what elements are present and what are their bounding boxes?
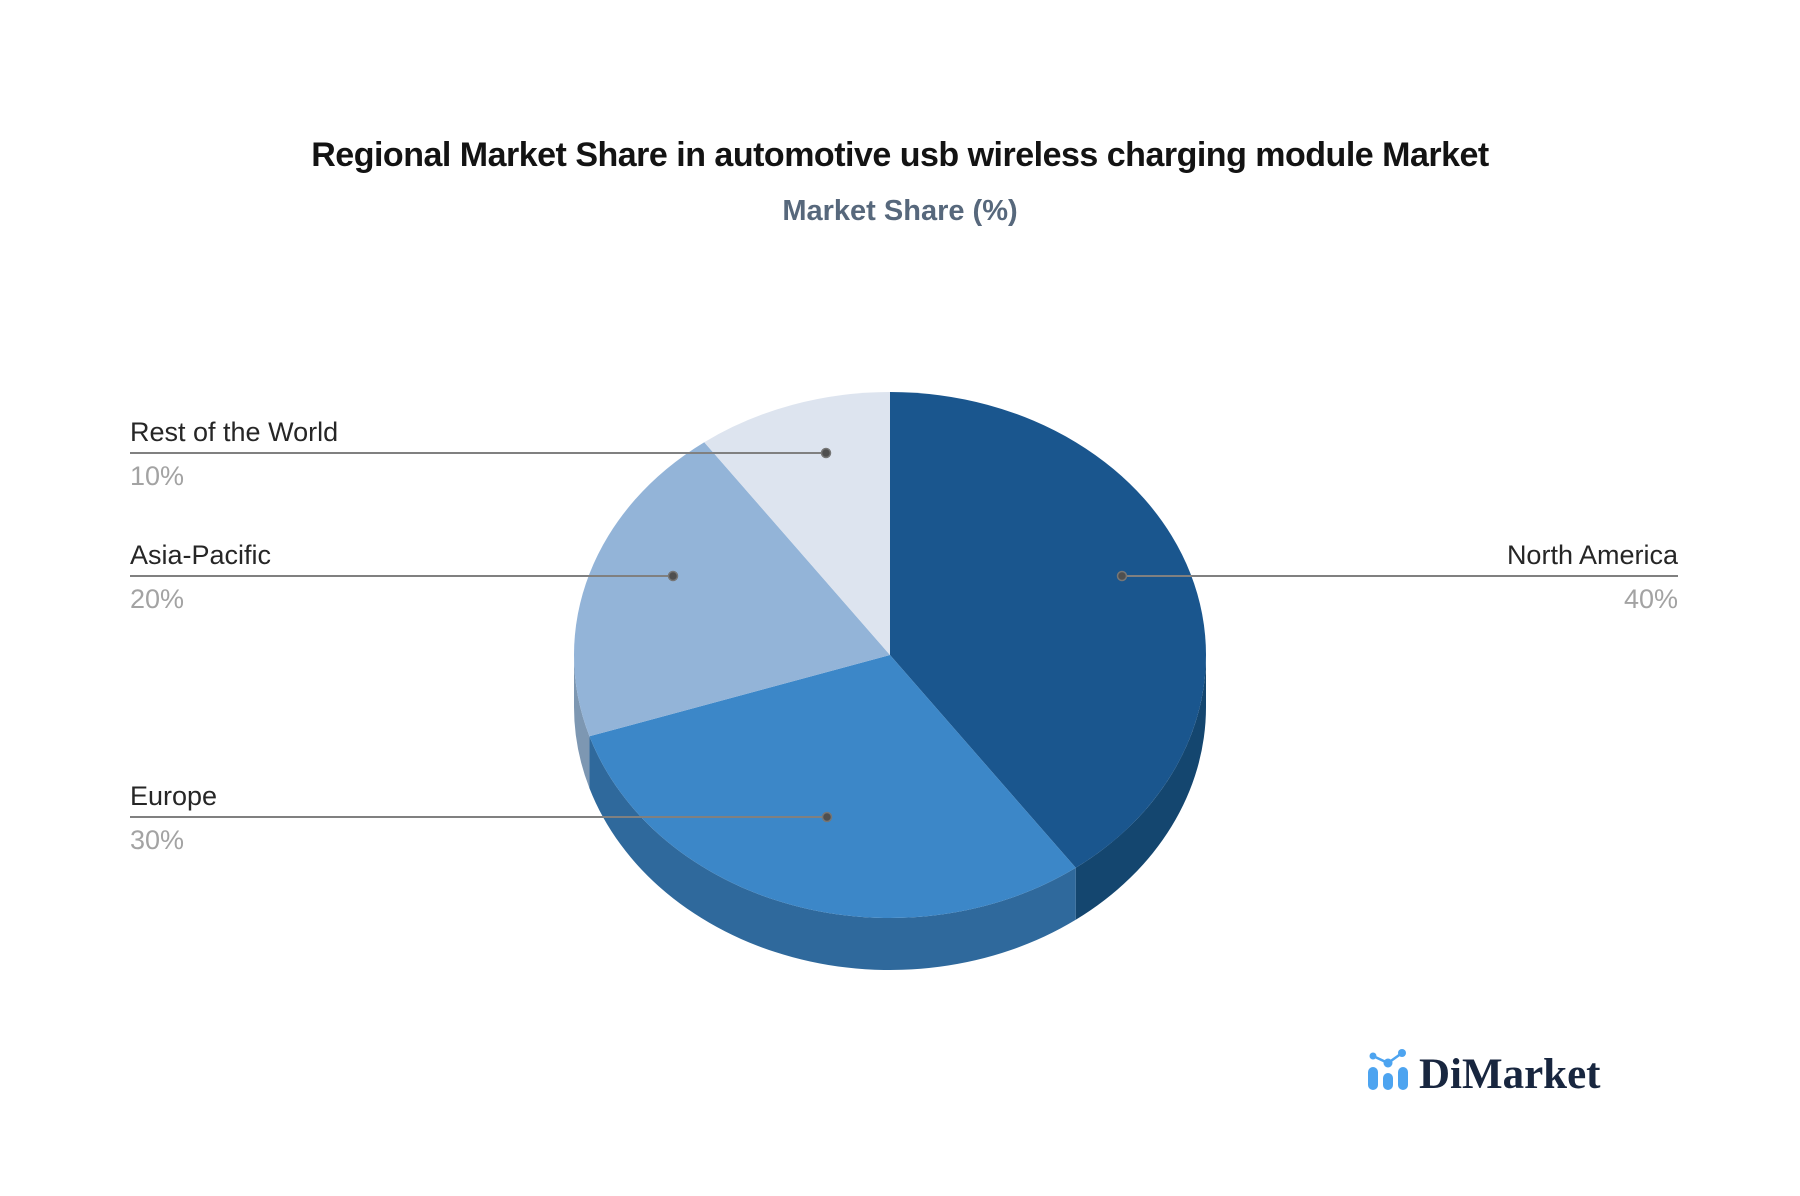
leader-dot <box>667 570 679 582</box>
dimarket-logo-text: DiMarket <box>1419 1051 1601 1098</box>
slice-label-text: Rest of the World <box>130 417 338 447</box>
slice-percent-text: 30% <box>130 825 184 855</box>
slice-percent-text: 40% <box>1624 584 1678 614</box>
pie-slice-asia-pacific <box>573 442 890 737</box>
slice-label-text: Asia-Pacific <box>130 540 271 570</box>
pie-slice-side-asia-pacific <box>574 655 590 789</box>
pie-slice-rest-of-the-world <box>704 392 890 655</box>
slice-label-rest-of-the-world: Rest of the World 10% <box>130 417 832 491</box>
pie-slice-north-america <box>890 392 1207 868</box>
pie-3d-group <box>573 392 1207 970</box>
slice-label-north-america: North America 40% <box>1116 540 1679 614</box>
pie-slice-europe <box>589 655 1076 919</box>
chart-title: Regional Market Share in automotive usb … <box>311 136 1489 174</box>
dimarket-logo: DiMarket <box>1368 1049 1601 1098</box>
pie-slice-side-north-america <box>1075 655 1206 920</box>
chart-subtitle: Market Share (%) <box>782 195 1018 227</box>
leader-dot <box>821 811 833 823</box>
leader-dot <box>1116 570 1128 582</box>
slice-label-text: Europe <box>130 781 217 811</box>
pie-slice-side-europe <box>589 736 1076 970</box>
slice-percent-text: 20% <box>130 584 184 614</box>
slice-label-text: North America <box>1507 540 1679 570</box>
slice-label-europe: Europe 30% <box>130 781 833 855</box>
dimarket-logo-icon <box>1368 1049 1408 1090</box>
slice-label-asia-pacific: Asia-Pacific 20% <box>130 540 679 614</box>
slice-percent-text: 10% <box>130 461 184 491</box>
slice-labels: Rest of the World 10% Asia-Pacific 20% E… <box>130 417 1679 855</box>
leader-dot <box>820 447 832 459</box>
